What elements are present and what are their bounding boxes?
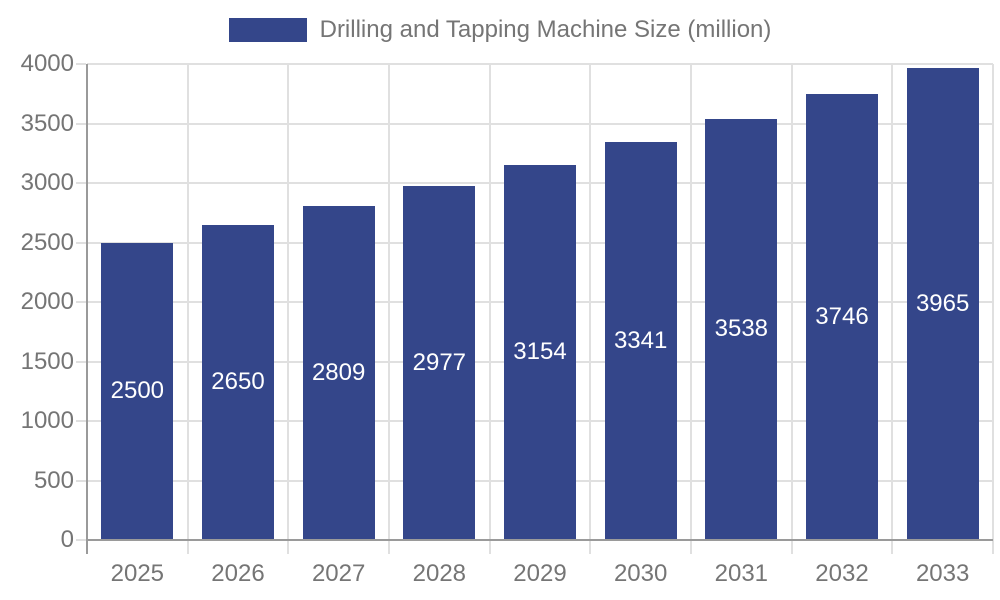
x-axis-label-2032: 2032 xyxy=(815,560,869,587)
y-axis-tick xyxy=(76,182,86,184)
gridline-vertical xyxy=(287,64,290,554)
gridline-horizontal xyxy=(87,63,993,65)
x-axis-label-2027: 2027 xyxy=(311,560,366,587)
y-axis-tick xyxy=(76,479,86,482)
y-axis-label: 2500 xyxy=(20,228,74,256)
bar-2032 xyxy=(806,94,878,540)
bar-value-2032: 3746 xyxy=(815,303,869,331)
x-axis-label-2025: 2025 xyxy=(110,560,165,587)
y-axis-tick xyxy=(76,122,86,125)
gridline-vertical xyxy=(186,64,189,554)
bar-value-2031: 3538 xyxy=(714,315,769,343)
y-axis-label: 3000 xyxy=(20,169,74,196)
bar-2033 xyxy=(906,68,979,540)
y-axis-line xyxy=(86,64,88,554)
bar-2031 xyxy=(705,118,778,540)
bar-2025 xyxy=(101,242,174,540)
x-axis-label-2033: 2033 xyxy=(915,560,970,587)
bar-value-2029: 3154 xyxy=(513,338,567,366)
bar-2026 xyxy=(202,224,274,540)
y-axis-label: 3500 xyxy=(20,109,74,137)
y-axis-label: 0 xyxy=(60,526,74,553)
gridline-vertical xyxy=(388,64,390,554)
y-axis-tick xyxy=(76,63,86,65)
x-axis-label-2031: 2031 xyxy=(714,560,769,587)
bar-2027 xyxy=(302,205,375,540)
gridline-vertical xyxy=(790,64,793,554)
legend-item[interactable]: Drilling and Tapping Machine Size (milli… xyxy=(0,16,1000,44)
y-axis-tick xyxy=(76,360,86,363)
gridline-vertical xyxy=(488,64,491,554)
bar-value-2025: 2500 xyxy=(110,377,165,405)
bar-2028 xyxy=(403,185,476,540)
x-axis-label-2026: 2026 xyxy=(211,560,265,587)
x-axis-label-2030: 2030 xyxy=(613,560,668,587)
bar-2029 xyxy=(504,164,576,540)
x-axis-line xyxy=(87,539,993,541)
legend-label: Drilling and Tapping Machine Size (milli… xyxy=(319,16,772,43)
gridline-vertical xyxy=(589,64,592,554)
gridline-vertical xyxy=(992,64,994,554)
gridline-horizontal xyxy=(87,122,993,125)
gridline-vertical xyxy=(690,64,692,554)
y-axis-tick xyxy=(76,420,86,422)
legend-swatch xyxy=(228,18,307,42)
y-axis-label: 4000 xyxy=(20,50,74,77)
gridline-vertical xyxy=(891,64,894,554)
bar-2030 xyxy=(604,142,677,540)
bar-value-2026: 2650 xyxy=(211,368,265,396)
y-axis-tick xyxy=(76,539,86,541)
y-axis-label: 2000 xyxy=(20,288,74,315)
y-axis-label: 1000 xyxy=(20,407,74,434)
y-axis-label: 1500 xyxy=(20,347,74,375)
bar-value-2028: 2977 xyxy=(412,348,467,376)
bar-value-2033: 3965 xyxy=(915,290,970,318)
y-axis-label: 500 xyxy=(33,466,74,494)
x-axis-label-2028: 2028 xyxy=(412,560,467,587)
y-axis-tick xyxy=(76,241,86,244)
x-axis-label-2029: 2029 xyxy=(513,560,567,587)
bar-value-2030: 3341 xyxy=(613,327,668,355)
y-axis-tick xyxy=(76,301,86,303)
bar-value-2027: 2809 xyxy=(311,358,366,386)
